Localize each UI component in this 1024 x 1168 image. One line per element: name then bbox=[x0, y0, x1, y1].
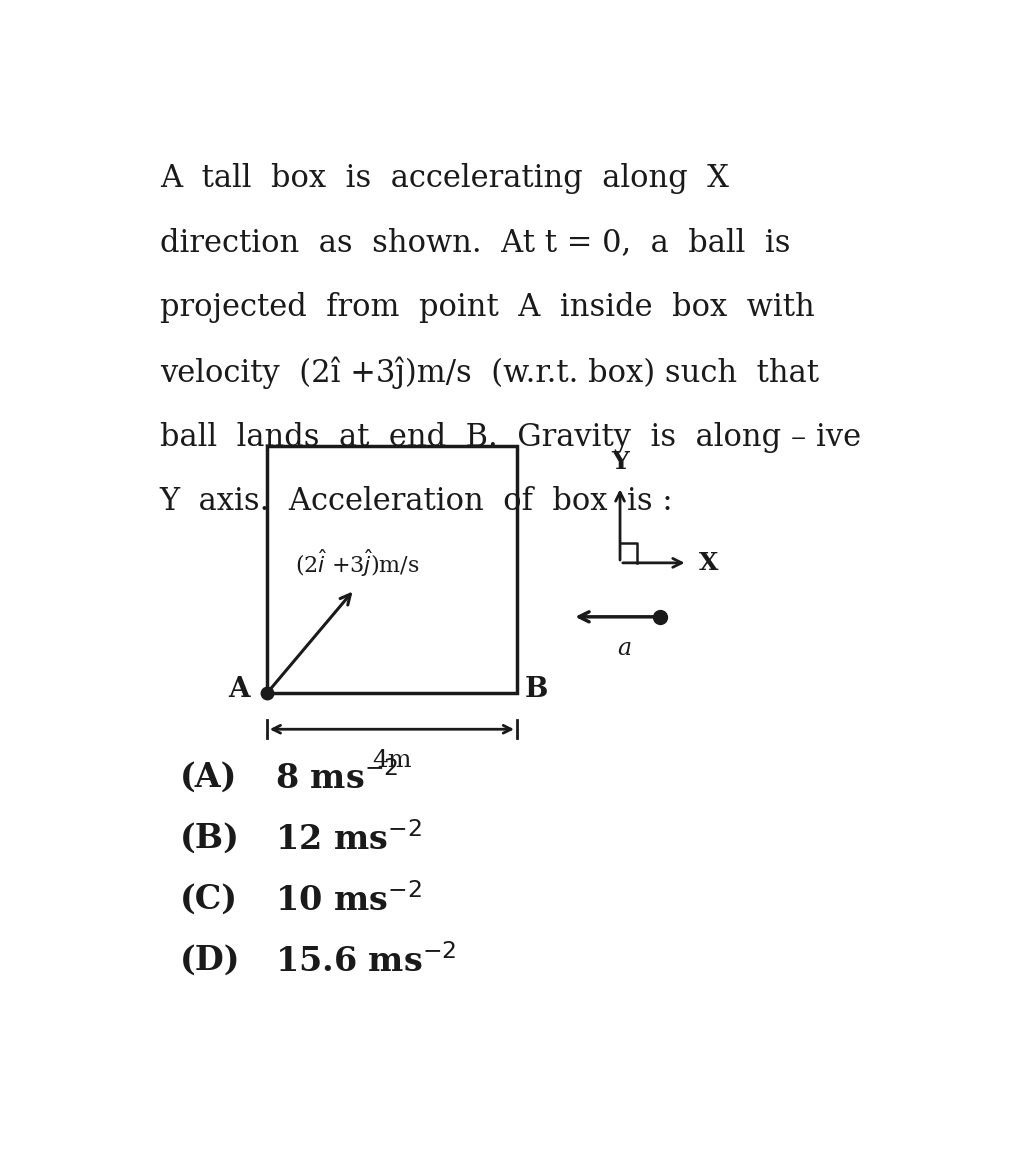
Text: A: A bbox=[227, 676, 250, 703]
Text: 10 ms$^{-2}$: 10 ms$^{-2}$ bbox=[274, 883, 422, 918]
Text: velocity  (2î +3ĵ)m/s  (w.r.t. box) such  that: velocity (2î +3ĵ)m/s (w.r.t. box) such t… bbox=[160, 357, 819, 389]
Text: projected  from  point  A  inside  box  with: projected from point A inside box with bbox=[160, 292, 814, 324]
Text: (D): (D) bbox=[179, 944, 240, 978]
Bar bbox=[267, 446, 517, 694]
Text: 12 ms$^{-2}$: 12 ms$^{-2}$ bbox=[274, 822, 422, 856]
Text: (B): (B) bbox=[179, 822, 240, 855]
Text: direction  as  shown.  At t = 0,  a  ball  is: direction as shown. At t = 0, a ball is bbox=[160, 228, 791, 258]
Text: (2$\hat{i}$ +3$\hat{j}$)m/s: (2$\hat{i}$ +3$\hat{j}$)m/s bbox=[295, 548, 419, 579]
Text: X: X bbox=[698, 551, 718, 575]
Text: 4m: 4m bbox=[372, 749, 412, 772]
Text: 15.6 ms$^{-2}$: 15.6 ms$^{-2}$ bbox=[274, 944, 457, 979]
Text: Y  axis.  Acceleration  of  box  is :: Y axis. Acceleration of box is : bbox=[160, 486, 674, 517]
Text: 8 ms$^{-2}$: 8 ms$^{-2}$ bbox=[274, 760, 398, 795]
Text: B: B bbox=[524, 676, 548, 703]
Text: (A): (A) bbox=[179, 760, 237, 794]
Text: Y: Y bbox=[611, 450, 629, 474]
Text: A  tall  box  is  accelerating  along  X: A tall box is accelerating along X bbox=[160, 162, 729, 194]
Text: ball  lands  at  end  B.  Gravity  is  along – ive: ball lands at end B. Gravity is along – … bbox=[160, 422, 861, 453]
Text: a: a bbox=[616, 637, 631, 660]
Text: (C): (C) bbox=[179, 883, 238, 916]
